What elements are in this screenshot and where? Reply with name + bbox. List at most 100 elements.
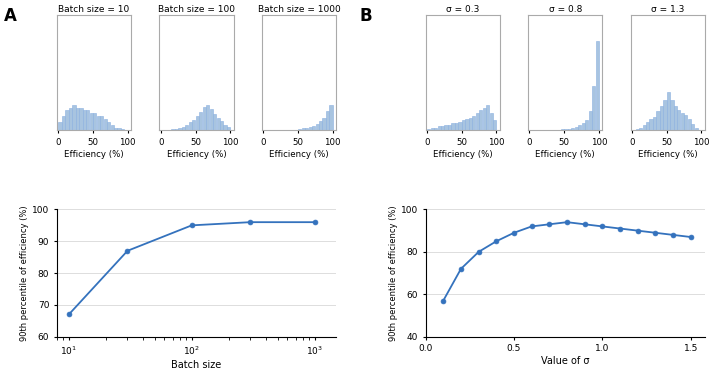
Bar (438, 126, 441, 131)
Bar (664, 100, 666, 131)
Bar (493, 121, 496, 131)
Bar (73, 105, 75, 131)
Bar (431, 128, 434, 131)
Bar (227, 127, 230, 131)
Bar (533, 130, 536, 131)
Bar (206, 105, 209, 131)
Bar (444, 125, 448, 131)
Y-axis label: 90th percentile of efficiency (%): 90th percentile of efficiency (%) (21, 205, 29, 341)
Bar (653, 117, 656, 131)
Bar (550, 130, 554, 131)
Bar (199, 112, 202, 131)
Bar (698, 130, 701, 131)
Bar (646, 122, 649, 131)
Bar (472, 116, 476, 131)
Bar (451, 123, 455, 131)
Bar (86, 111, 90, 131)
Bar (90, 113, 93, 131)
Bar (677, 110, 681, 131)
Bar (557, 130, 560, 131)
Bar (688, 120, 691, 131)
Bar (182, 127, 185, 131)
X-axis label: Efficiency (%): Efficiency (%) (638, 150, 698, 159)
Bar (441, 126, 444, 131)
Bar (434, 128, 437, 131)
Bar (540, 130, 543, 131)
Bar (543, 130, 547, 131)
Bar (216, 118, 220, 131)
Bar (561, 129, 564, 131)
Bar (79, 108, 83, 131)
Bar (326, 111, 329, 131)
Bar (209, 110, 213, 131)
Bar (319, 121, 323, 131)
Bar (196, 117, 199, 131)
Bar (213, 114, 216, 131)
Bar (632, 130, 635, 131)
Bar (172, 130, 174, 131)
Bar (323, 118, 325, 131)
Y-axis label: 90th percentile of efficiency (%): 90th percentile of efficiency (%) (389, 205, 398, 341)
Bar (114, 128, 117, 131)
Text: B: B (360, 7, 372, 26)
Text: A: A (4, 7, 16, 26)
Title: σ = 0.3: σ = 0.3 (446, 5, 479, 14)
Bar (302, 128, 305, 131)
Bar (578, 125, 582, 131)
Bar (660, 106, 663, 131)
Bar (530, 130, 533, 131)
Bar (486, 105, 489, 131)
Bar (575, 127, 578, 131)
Bar (681, 112, 684, 131)
Bar (66, 111, 68, 131)
Bar (649, 120, 653, 131)
Bar (117, 128, 121, 131)
Bar (595, 41, 599, 131)
Bar (462, 121, 465, 131)
Bar (537, 130, 540, 131)
Bar (76, 108, 79, 131)
Bar (168, 130, 171, 131)
Bar (674, 106, 677, 131)
X-axis label: Efficiency (%): Efficiency (%) (64, 150, 124, 159)
Bar (427, 129, 430, 131)
Title: σ = 0.8: σ = 0.8 (548, 5, 582, 14)
Bar (175, 129, 178, 131)
Bar (547, 130, 550, 131)
Bar (468, 118, 472, 131)
Bar (305, 128, 308, 131)
Bar (164, 130, 167, 131)
Bar (121, 129, 124, 131)
Bar (288, 130, 291, 131)
Bar (298, 129, 301, 131)
Title: Batch size = 10: Batch size = 10 (58, 5, 130, 14)
Bar (571, 128, 575, 131)
Bar (479, 111, 483, 131)
Bar (185, 125, 189, 131)
Bar (178, 128, 182, 131)
Bar (83, 111, 86, 131)
Bar (295, 130, 298, 131)
Bar (459, 122, 461, 131)
X-axis label: Efficiency (%): Efficiency (%) (167, 150, 226, 159)
Title: σ = 1.3: σ = 1.3 (651, 5, 684, 14)
Bar (58, 122, 62, 131)
Bar (490, 113, 493, 131)
Bar (224, 125, 226, 131)
Bar (455, 123, 458, 131)
Bar (220, 121, 223, 131)
X-axis label: Batch size: Batch size (172, 360, 221, 370)
Bar (636, 129, 639, 131)
Bar (69, 108, 72, 131)
Bar (476, 113, 479, 131)
Bar (100, 116, 103, 131)
Bar (62, 116, 66, 131)
Bar (670, 100, 674, 131)
Bar (554, 130, 557, 131)
Title: Batch size = 1000: Batch size = 1000 (258, 5, 340, 14)
Bar (589, 111, 592, 131)
Bar (582, 123, 585, 131)
Bar (330, 105, 333, 131)
Bar (93, 113, 96, 131)
Bar (189, 122, 192, 131)
